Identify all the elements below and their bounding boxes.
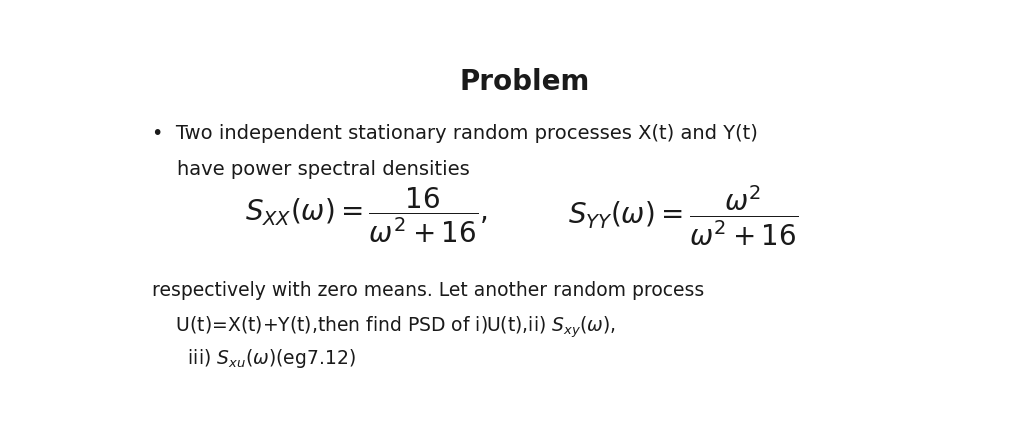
Text: iii) $S_{xu}(\omega)$(eg7.12): iii) $S_{xu}(\omega)$(eg7.12): [152, 346, 355, 369]
Text: respectively with zero means. Let another random process: respectively with zero means. Let anothe…: [152, 281, 705, 299]
Text: $S_{YY}(\omega) = \dfrac{\omega^2}{\omega^2+16}$: $S_{YY}(\omega) = \dfrac{\omega^2}{\omeg…: [568, 183, 799, 248]
Text: Problem: Problem: [460, 67, 590, 95]
Text: $S_{XX}(\omega) = \dfrac{16}{\omega^2+16}$,: $S_{XX}(\omega) = \dfrac{16}{\omega^2+16…: [245, 185, 487, 245]
Text: •  Two independent stationary random processes X(t) and Y(t): • Two independent stationary random proc…: [152, 123, 758, 142]
Text: have power spectral densities: have power spectral densities: [152, 159, 470, 178]
Text: U(t)=X(t)+Y(t),then find PSD of i)U(t),ii) $S_{xy}(\omega)$,: U(t)=X(t)+Y(t),then find PSD of i)U(t),i…: [152, 314, 615, 339]
